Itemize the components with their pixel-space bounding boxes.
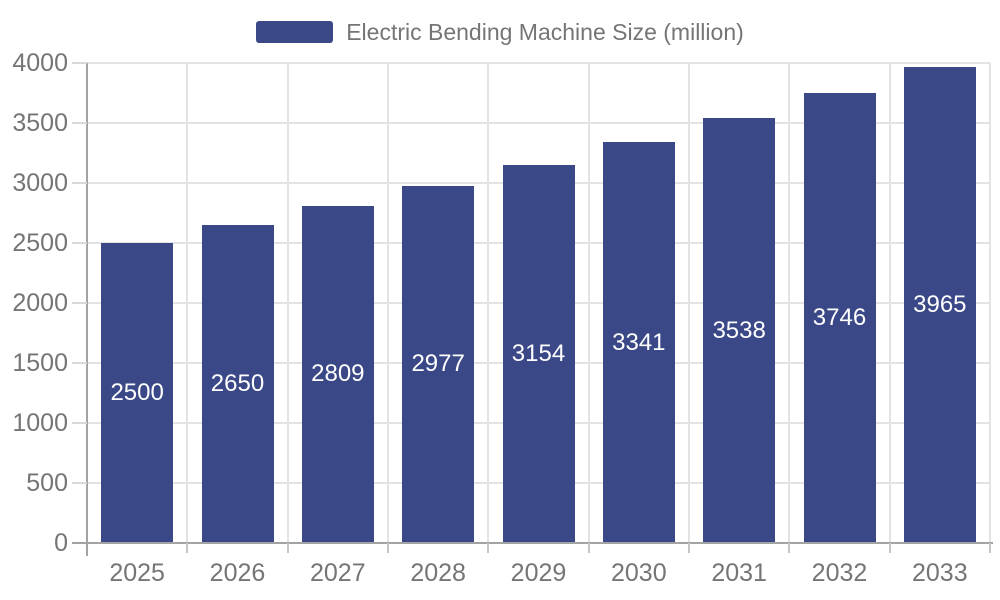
bar-value-label: 3538 bbox=[712, 316, 766, 344]
x-axis-tick-label: 2032 bbox=[811, 559, 868, 587]
bar-2027: 2809 bbox=[301, 205, 374, 543]
y-axis-tick bbox=[72, 62, 87, 64]
y-axis-tick-label: 0 bbox=[54, 529, 68, 557]
y-axis-tick-label: 1500 bbox=[12, 349, 68, 377]
y-axis-tick bbox=[72, 362, 87, 364]
y-axis-tick-label: 3000 bbox=[12, 169, 68, 197]
bar-value-label: 3341 bbox=[612, 328, 666, 356]
bar-2032: 3746 bbox=[803, 93, 876, 543]
bar-value-label: 2977 bbox=[411, 350, 465, 378]
x-axis-line bbox=[72, 542, 993, 544]
x-axis-tick bbox=[286, 543, 289, 553]
gridline-vertical bbox=[989, 63, 991, 543]
gridline-horizontal bbox=[87, 122, 990, 124]
bar-value-label: 2500 bbox=[110, 379, 164, 406]
y-axis-tick-label: 2000 bbox=[12, 289, 68, 317]
gridline-vertical bbox=[387, 63, 389, 543]
x-axis-tick bbox=[387, 543, 389, 553]
bar-2028: 2977 bbox=[402, 185, 475, 543]
x-axis-tick-label: 2030 bbox=[611, 559, 667, 587]
x-axis-tick bbox=[888, 543, 891, 553]
bar-2033: 3965 bbox=[903, 67, 976, 543]
bar-2026: 2650 bbox=[201, 225, 274, 543]
gridline-vertical bbox=[286, 63, 289, 543]
gridline-vertical bbox=[688, 63, 690, 543]
bar-value-label: 3154 bbox=[511, 339, 566, 367]
y-axis-line bbox=[86, 63, 88, 556]
x-axis-tick bbox=[989, 543, 991, 553]
x-axis-tick-label: 2025 bbox=[109, 559, 165, 587]
bar-2025: 2500 bbox=[101, 243, 174, 543]
x-axis-tick bbox=[186, 543, 189, 553]
x-axis-tick bbox=[688, 543, 690, 553]
x-axis-tick-label: 2029 bbox=[510, 559, 567, 587]
bar-value-label: 2809 bbox=[311, 360, 365, 388]
x-axis-tick-label: 2027 bbox=[310, 559, 366, 587]
gridline-horizontal bbox=[87, 62, 990, 64]
x-axis-tick bbox=[587, 543, 590, 553]
gridline-vertical bbox=[788, 63, 791, 543]
y-axis-tick-label: 3500 bbox=[12, 109, 68, 137]
bar-value-label: 2650 bbox=[210, 370, 265, 397]
gridline-vertical bbox=[186, 63, 189, 543]
bar-2031: 3538 bbox=[703, 118, 776, 543]
bar-value-label: 3965 bbox=[913, 291, 967, 319]
x-axis-tick-label: 2026 bbox=[209, 559, 266, 587]
y-axis-tick bbox=[72, 242, 87, 244]
x-axis-tick bbox=[487, 543, 490, 553]
x-axis-tick-label: 2031 bbox=[711, 559, 767, 587]
x-axis-tick-label: 2028 bbox=[410, 559, 466, 587]
legend-item[interactable]: Electric Bending Machine Size (million) bbox=[0, 17, 1000, 47]
legend-swatch bbox=[256, 21, 334, 43]
x-axis-tick-label: 2033 bbox=[912, 559, 968, 587]
y-axis-tick bbox=[72, 302, 87, 304]
bar-2030: 3341 bbox=[602, 142, 675, 543]
y-axis-tick-label: 4000 bbox=[12, 49, 68, 77]
y-axis-tick bbox=[72, 422, 87, 424]
y-axis-tick-label: 2500 bbox=[12, 229, 68, 257]
plot-area: 2500 2650 2809 2977 3154 3341 3538 3746 3965 bbox=[87, 62, 991, 543]
bar-2029: 3154 bbox=[502, 164, 575, 543]
legend-label: Electric Bending Machine Size (million) bbox=[346, 18, 744, 45]
y-axis-tick bbox=[72, 122, 87, 124]
bar-value-label: 3746 bbox=[812, 304, 867, 332]
gridline-vertical bbox=[487, 63, 490, 543]
y-axis-tick-label: 500 bbox=[26, 469, 68, 497]
y-axis-tick-label: 1000 bbox=[12, 409, 68, 437]
x-axis-tick bbox=[788, 543, 791, 553]
y-axis-tick bbox=[72, 482, 87, 484]
gridline-vertical bbox=[888, 63, 891, 543]
y-axis-tick bbox=[72, 182, 87, 184]
gridline-vertical bbox=[587, 63, 590, 543]
